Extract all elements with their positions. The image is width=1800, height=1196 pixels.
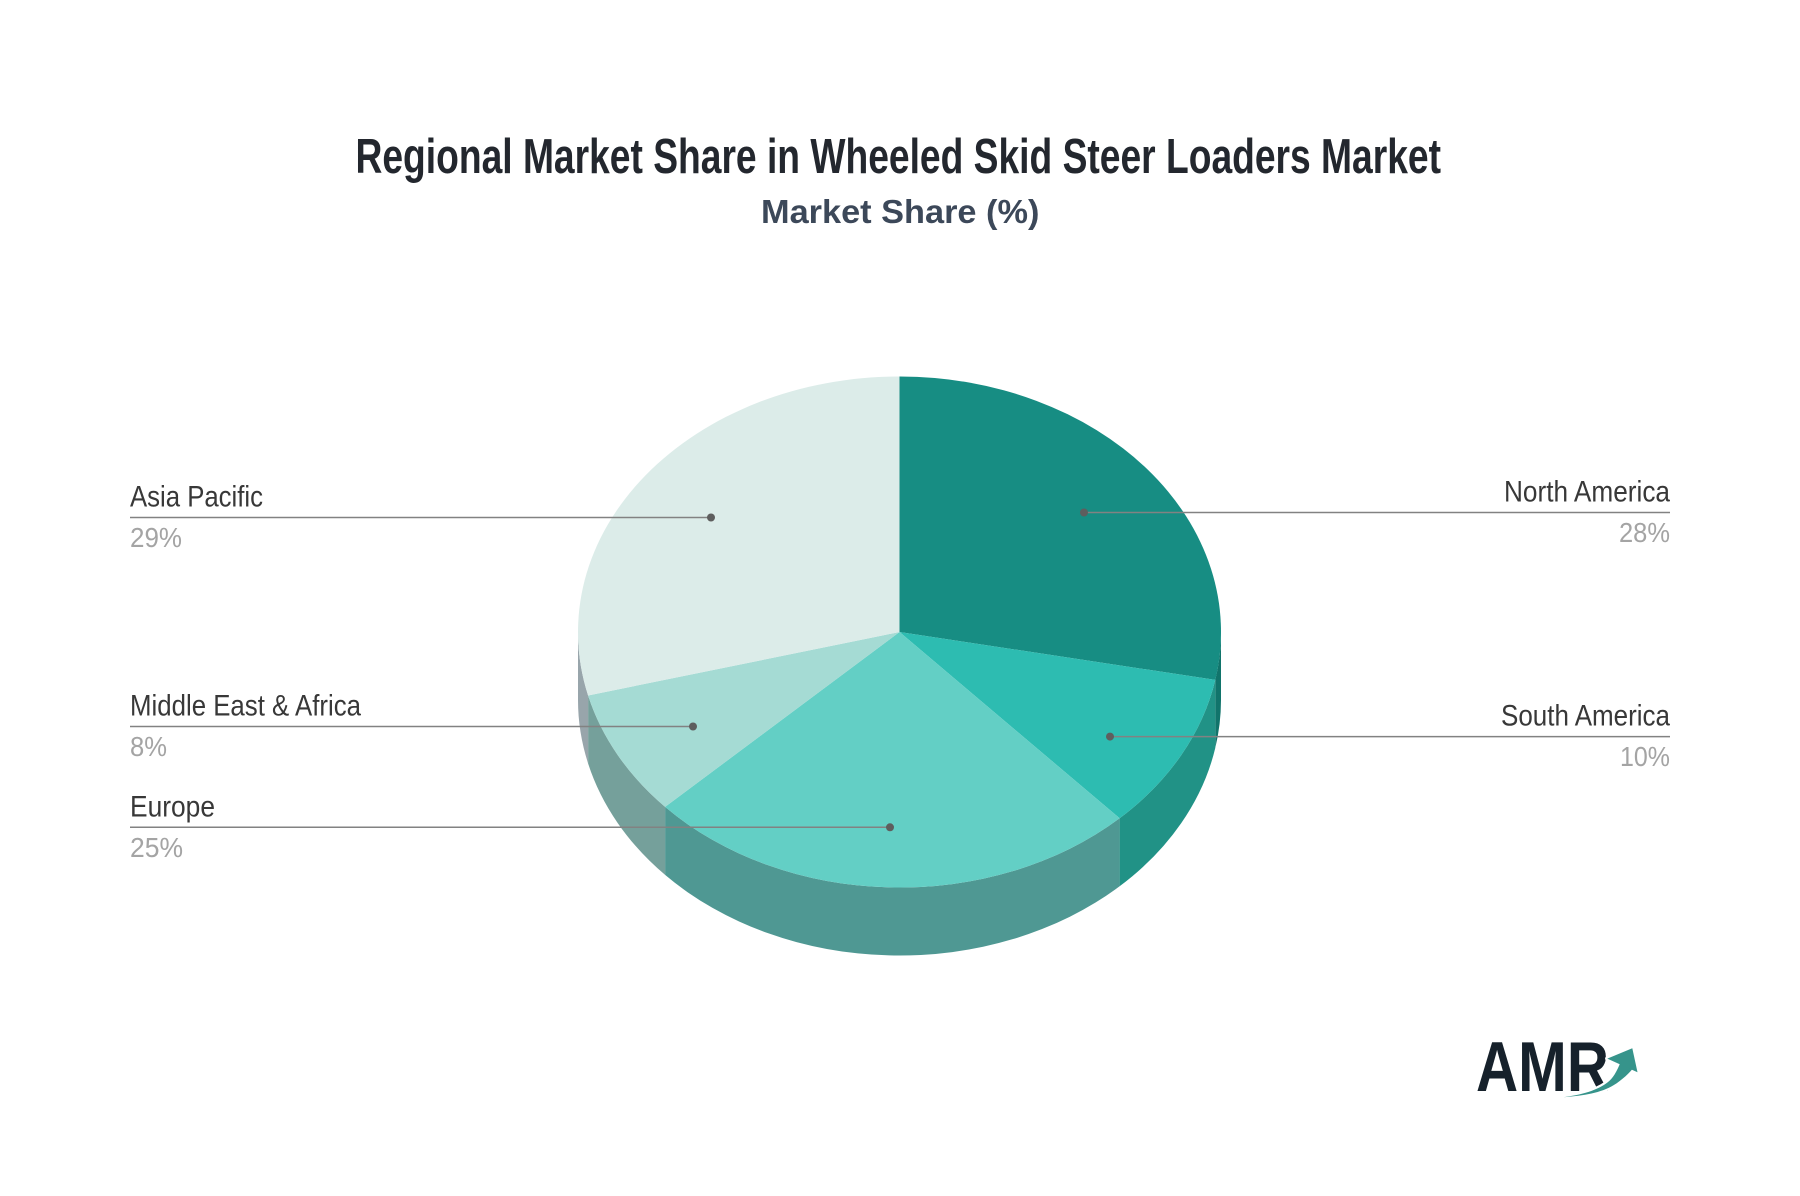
svg-text:29%: 29% [130,522,182,553]
svg-text:North America: North America [1504,476,1670,509]
svg-text:Middle East & Africa: Middle East & Africa [130,690,361,723]
svg-text:10%: 10% [1620,741,1670,772]
svg-text:28%: 28% [1619,517,1670,548]
svg-text:8%: 8% [130,731,167,762]
svg-text:Asia Pacific: Asia Pacific [130,481,263,514]
svg-text:Regional Market Share in Wheel: Regional Market Share in Wheeled Skid St… [356,130,1442,184]
svg-text:South America: South America [1501,700,1670,733]
svg-text:Market Share (%): Market Share (%) [761,194,1039,231]
svg-text:25%: 25% [130,832,183,863]
svg-text:Europe: Europe [130,790,215,823]
